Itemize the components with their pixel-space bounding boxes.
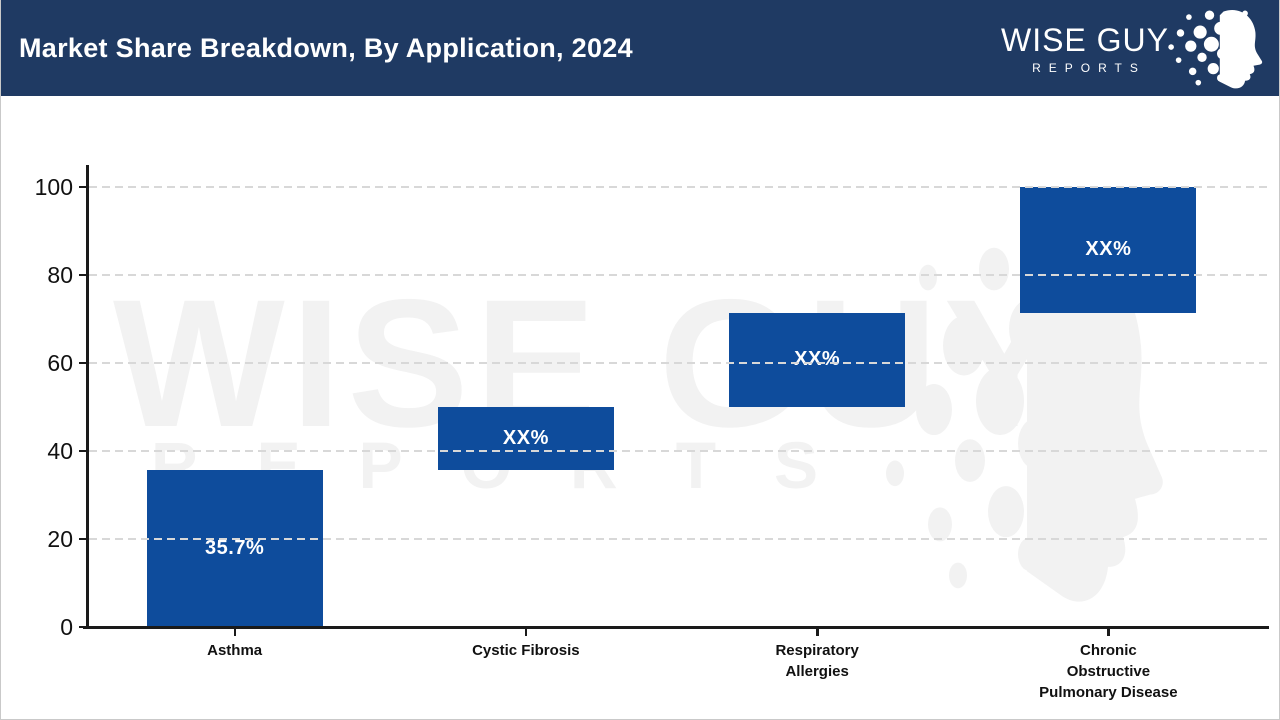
y-tick-label-20: 20: [47, 526, 73, 552]
y-axis-line: [86, 165, 89, 628]
category-label-cystic-fibrosis: Cystic Fibrosis: [472, 642, 580, 659]
gridline-60: [89, 362, 1269, 364]
bar-value-label-cystic-fibrosis: XX%: [502, 426, 549, 449]
bar-respiratory-allergies: XX%: [729, 312, 906, 407]
bar-value-label-asthma: 35.7%: [205, 536, 265, 559]
x-tick-mark-asthma: [233, 628, 237, 636]
y-tick-mark-20: [79, 538, 88, 540]
x-axis-line: [83, 626, 1269, 629]
y-tick-label-80: 80: [47, 262, 73, 288]
page-title: Market Share Breakdown, By Application, …: [19, 32, 633, 63]
gridline-80: [89, 274, 1269, 276]
category-label-asthma: Asthma: [207, 642, 263, 659]
category-label-respiratory-allergies: Respiratory Allergies: [775, 642, 859, 680]
y-tick-label-0: 0: [60, 614, 73, 640]
logo-text: WISE GUY REPORTS: [1001, 22, 1169, 75]
x-tick-mark-respiratory-allergies: [816, 628, 819, 636]
wiseguy-face-dots-icon: [1168, 10, 1263, 89]
y-tick-label-40: 40: [47, 438, 73, 464]
watermark-face-dots: [862, 245, 1163, 602]
y-tick-mark-80: [79, 274, 88, 276]
y-tick-mark-100: [79, 186, 88, 188]
x-tick-mark-copd: [1107, 628, 1110, 636]
wiseguy-logo: WISE GUY REPORTS: [1001, 0, 1269, 96]
y-tick-label-100: 100: [34, 174, 73, 200]
logo-subtitle: REPORTS: [1032, 60, 1146, 75]
logo-wordmark: WISE GUY: [1000, 21, 1169, 58]
gridline-100: [89, 186, 1269, 188]
header-bar: Market Share Breakdown, By Application, …: [1, 0, 1279, 96]
gridline-40: [89, 450, 1269, 452]
x-tick-mark-cystic-fibrosis: [524, 628, 528, 636]
bar-value-label-respiratory-allergies: XX%: [794, 348, 841, 371]
bar-asthma: 35.7%: [146, 469, 323, 627]
bar-cystic-fibrosis: XX%: [437, 407, 614, 470]
bar-copd: XX%: [1020, 187, 1197, 313]
category-label-copd: Chronic Obstructive Pulmonary Disease: [1039, 642, 1178, 701]
y-tick-label-60: 60: [47, 350, 73, 376]
gridline-20: [89, 538, 1269, 540]
bar-value-label-copd: XX%: [1085, 238, 1132, 261]
y-tick-mark-40: [79, 450, 88, 452]
y-tick-mark-60: [79, 362, 88, 364]
